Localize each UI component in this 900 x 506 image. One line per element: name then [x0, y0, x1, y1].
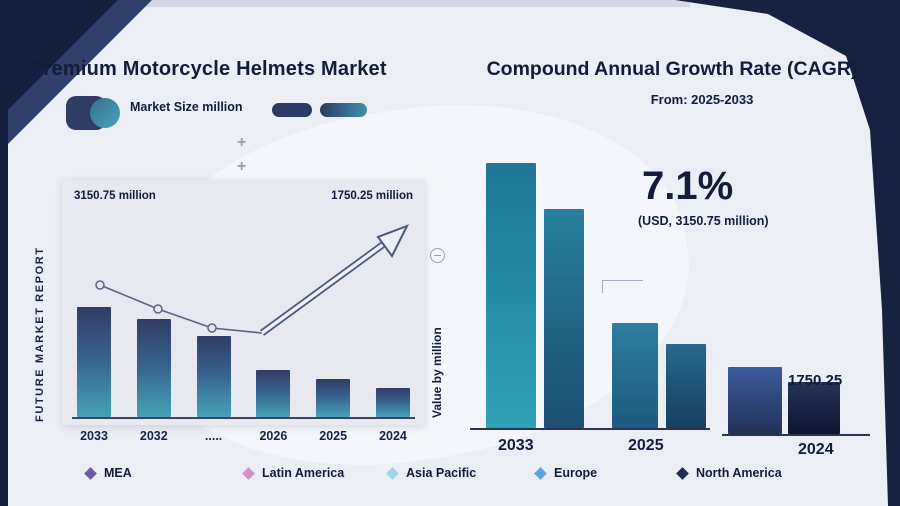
cagr-value: 7.1%: [642, 164, 734, 208]
right-bar: [544, 209, 584, 428]
legend-item: Europe: [534, 466, 598, 480]
plus-icon: +: [237, 134, 247, 151]
left-x-label: .....: [204, 429, 223, 443]
diamond-icon: [84, 466, 97, 480]
legend-item: MEA: [84, 466, 132, 480]
legend-label: Europe: [554, 466, 598, 480]
diamond-icon: [386, 466, 399, 480]
left-bar-col: [371, 388, 415, 417]
diamond-icon: [676, 466, 689, 480]
left-bar: [136, 319, 171, 417]
right-axis-line: [470, 428, 710, 430]
left-chart-title: Premium Motorcycle Helmets Market: [30, 58, 387, 80]
legend-label: MEA: [104, 466, 132, 480]
left-bar: [77, 307, 111, 417]
right-bar: [612, 323, 658, 428]
legend-label: Latin America: [262, 466, 345, 480]
top-strip-decor: [0, 0, 690, 7]
right-x-label-2033: 2033: [498, 437, 534, 454]
left-chart-value-2033: 3150.75 million: [74, 190, 156, 202]
legend-pill-gradient: [320, 103, 367, 117]
legend-label: North America: [696, 466, 782, 480]
market-size-icon-face: [90, 98, 120, 128]
right-chart-title: Compound Annual Growth Rate (CAGR): [486, 58, 858, 80]
right-bar: [486, 163, 536, 428]
diamond-icon: [534, 466, 547, 480]
right-chart-subtitle: From: 2025-2033: [650, 92, 754, 107]
right-bar-group: [612, 323, 706, 428]
right-bar: [788, 382, 840, 434]
value-axis-label: Value by million: [430, 327, 444, 418]
legend-item: Asia Pacific: [386, 466, 477, 480]
left-x-label: 2033: [80, 429, 108, 443]
left-x-label: 2025: [319, 429, 348, 443]
left-bar-col: [251, 370, 295, 417]
left-bar-col: [192, 336, 236, 417]
right-x-label-2025: 2025: [628, 437, 664, 454]
left-bar-chart: 3150.75 million 1750.25 million: [62, 180, 425, 425]
left-x-label: 2026: [259, 429, 288, 443]
left-bar-col: [132, 319, 176, 417]
diamond-icon: [242, 466, 255, 480]
left-chart-endpoint-values: 3150.75 million 1750.25 million: [74, 190, 413, 202]
left-chart-value-2024: 1750.25 million: [331, 190, 413, 202]
left-bar-col: [311, 379, 355, 417]
legend-label: Asia Pacific: [406, 466, 477, 480]
left-x-label: 2032: [139, 429, 168, 443]
left-edge-strip: [0, 0, 8, 506]
left-xlabels: 2033 2032..... 2026 2025 2024: [72, 429, 415, 443]
right-data-label: 1750.25: [788, 372, 843, 389]
right-bar: [728, 367, 782, 434]
left-bar: [256, 370, 291, 417]
right-axis-line-2024: [722, 434, 870, 436]
left-bar-col: [72, 307, 116, 417]
watermark-vertical-text: FUTURE MARKET REPORT: [34, 246, 46, 422]
left-x-label: 2024: [379, 429, 407, 443]
left-bar: [375, 388, 410, 417]
left-bar: [196, 336, 231, 417]
left-bars: [72, 255, 415, 419]
market-size-legend-label: Market Size million: [130, 100, 243, 114]
plus-icon: +: [237, 158, 247, 175]
legend-item: Latin America: [242, 466, 345, 480]
circle-minus-icon: [430, 248, 445, 263]
left-bar: [316, 379, 351, 417]
legend-item: North America: [676, 466, 782, 480]
legend-pill-navy: [272, 103, 312, 117]
right-bar-group: [486, 163, 584, 428]
right-x-label-2024: 2024: [798, 441, 834, 458]
market-size-icon: [66, 96, 124, 130]
right-bar-group: [728, 367, 840, 434]
cagr-note: (USD, 3150.75 million): [638, 214, 769, 228]
step-line-decor: [602, 280, 643, 293]
right-bar: [666, 344, 706, 428]
